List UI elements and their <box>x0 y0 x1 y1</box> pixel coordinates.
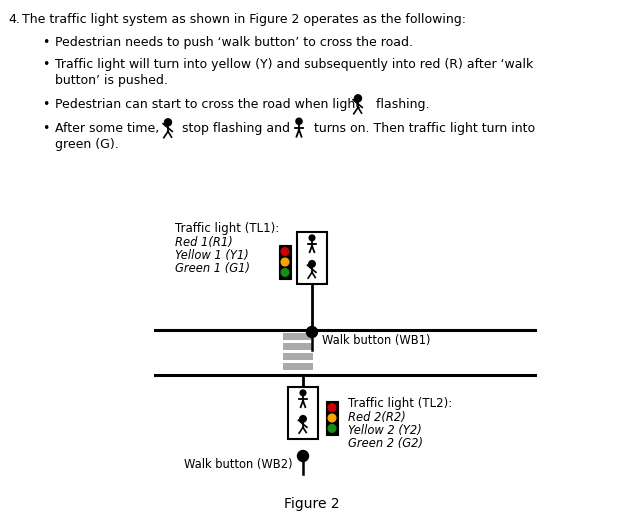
Text: The traffic light system as shown in Figure 2 operates as the following:: The traffic light system as shown in Fig… <box>22 13 466 26</box>
Circle shape <box>309 261 315 267</box>
Circle shape <box>281 248 289 255</box>
Circle shape <box>309 235 315 241</box>
Text: Traffic light will turn into yellow (Y) and subsequently into red (R) after ‘wal: Traffic light will turn into yellow (Y) … <box>55 58 534 71</box>
Bar <box>297 232 327 284</box>
Bar <box>283 333 313 340</box>
Text: Figure 2: Figure 2 <box>284 497 340 511</box>
Text: •: • <box>42 36 49 49</box>
Bar <box>283 353 313 360</box>
Text: stop flashing and: stop flashing and <box>178 122 290 135</box>
Bar <box>283 363 313 370</box>
Text: Yellow 2 (Y2): Yellow 2 (Y2) <box>348 424 422 437</box>
Text: Yellow 1 (Y1): Yellow 1 (Y1) <box>175 249 249 262</box>
Circle shape <box>165 119 172 126</box>
Circle shape <box>300 390 306 396</box>
Circle shape <box>328 414 336 422</box>
Text: flashing.: flashing. <box>368 98 429 111</box>
Circle shape <box>296 118 302 124</box>
Text: After some time,: After some time, <box>55 122 159 135</box>
Text: green (G).: green (G). <box>55 138 119 151</box>
Text: Red 1(R1): Red 1(R1) <box>175 236 233 249</box>
Circle shape <box>328 424 336 432</box>
Circle shape <box>306 327 318 337</box>
Text: ★: ★ <box>351 97 353 98</box>
Text: •: • <box>42 98 49 111</box>
Text: Walk button (WB1): Walk button (WB1) <box>322 334 431 347</box>
Text: turns on. Then traffic light turn into: turns on. Then traffic light turn into <box>310 122 535 135</box>
Circle shape <box>328 404 336 411</box>
Text: Pedestrian can start to cross the road when light: Pedestrian can start to cross the road w… <box>55 98 360 111</box>
Text: Red 2(R2): Red 2(R2) <box>348 411 406 424</box>
Text: Traffic light (TL2):: Traffic light (TL2): <box>348 397 452 410</box>
Text: Traffic light (TL1):: Traffic light (TL1): <box>175 222 280 235</box>
Circle shape <box>281 268 289 276</box>
Text: •: • <box>42 58 49 71</box>
Bar <box>283 343 313 350</box>
Circle shape <box>300 415 306 422</box>
Bar <box>288 387 318 439</box>
Circle shape <box>354 95 361 102</box>
Text: Green 1 (G1): Green 1 (G1) <box>175 262 250 275</box>
Text: •: • <box>42 122 49 135</box>
Text: Walk button (WB2): Walk button (WB2) <box>184 458 293 471</box>
Bar <box>278 245 291 279</box>
Text: 4.: 4. <box>8 13 20 26</box>
Text: Green 2 (G2): Green 2 (G2) <box>348 437 423 450</box>
Circle shape <box>281 258 289 266</box>
Text: Pedestrian needs to push ‘walk button’ to cross the road.: Pedestrian needs to push ‘walk button’ t… <box>55 36 413 49</box>
Text: button’ is pushed.: button’ is pushed. <box>55 74 168 87</box>
Bar <box>326 401 338 435</box>
Circle shape <box>298 450 308 462</box>
